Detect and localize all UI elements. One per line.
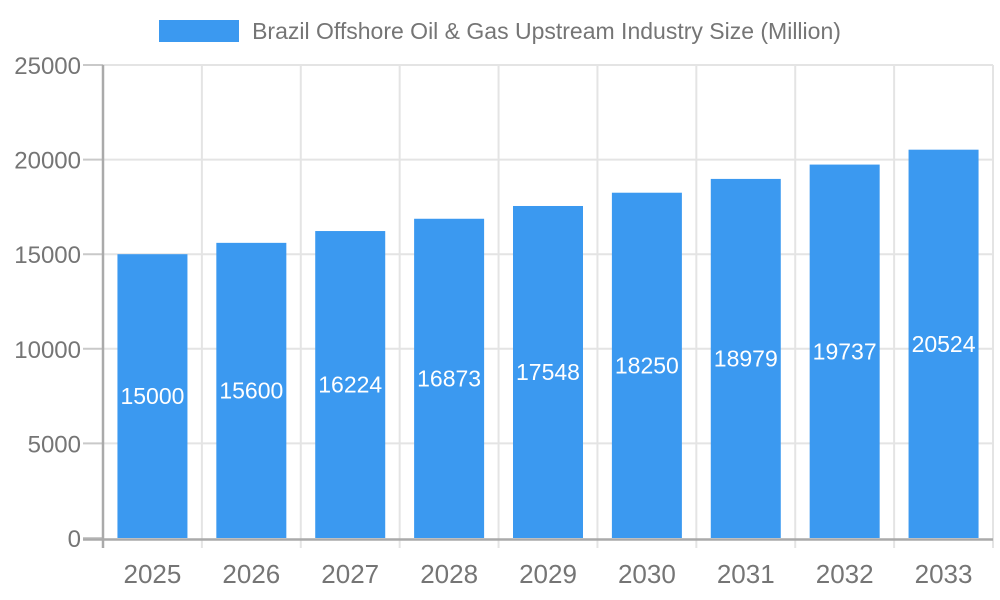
bar-value-label: 17548 (516, 359, 580, 385)
bar-value-label: 16224 (318, 372, 382, 398)
legend-swatch[interactable] (159, 20, 240, 42)
bar[interactable] (809, 164, 880, 538)
bar[interactable] (216, 242, 287, 538)
legend[interactable]: Brazil Offshore Oil & Gas Upstream Indus… (0, 19, 1000, 43)
bar-value-label: 15000 (120, 383, 184, 409)
x-tick-label: 2025 (124, 559, 182, 589)
x-tick-label: 2032 (816, 559, 874, 589)
y-tick-label: 5000 (28, 431, 81, 458)
bar-value-label: 18250 (615, 352, 679, 378)
x-tick-label: 2031 (717, 559, 775, 589)
x-tick-label: 2030 (618, 559, 676, 589)
y-tick-label: 10000 (14, 337, 81, 364)
x-tick-label: 2026 (222, 559, 280, 589)
y-tick-label: 20000 (14, 148, 81, 175)
bar[interactable] (611, 192, 682, 538)
bar-value-label: 16873 (417, 365, 481, 391)
bar[interactable] (117, 254, 188, 538)
bar[interactable] (710, 178, 781, 539)
x-tick-label: 2027 (321, 559, 379, 589)
y-tick-label: 15000 (14, 242, 81, 269)
y-tick-label: 0 (68, 526, 81, 553)
bar-value-label: 19737 (813, 338, 877, 364)
legend-label: Brazil Offshore Oil & Gas Upstream Indus… (252, 18, 841, 44)
bar[interactable] (315, 231, 386, 538)
bar[interactable] (414, 218, 485, 539)
y-tick-label: 25000 (14, 53, 81, 80)
bar[interactable] (908, 149, 979, 538)
bar[interactable] (513, 205, 583, 539)
x-tick-label: 2028 (420, 559, 478, 589)
bar-value-label: 15600 (219, 377, 283, 403)
bar-value-label: 20524 (912, 331, 976, 357)
x-tick-label: 2029 (519, 559, 577, 589)
bar-value-label: 18979 (714, 345, 778, 371)
x-tick-label: 2033 (915, 559, 973, 589)
